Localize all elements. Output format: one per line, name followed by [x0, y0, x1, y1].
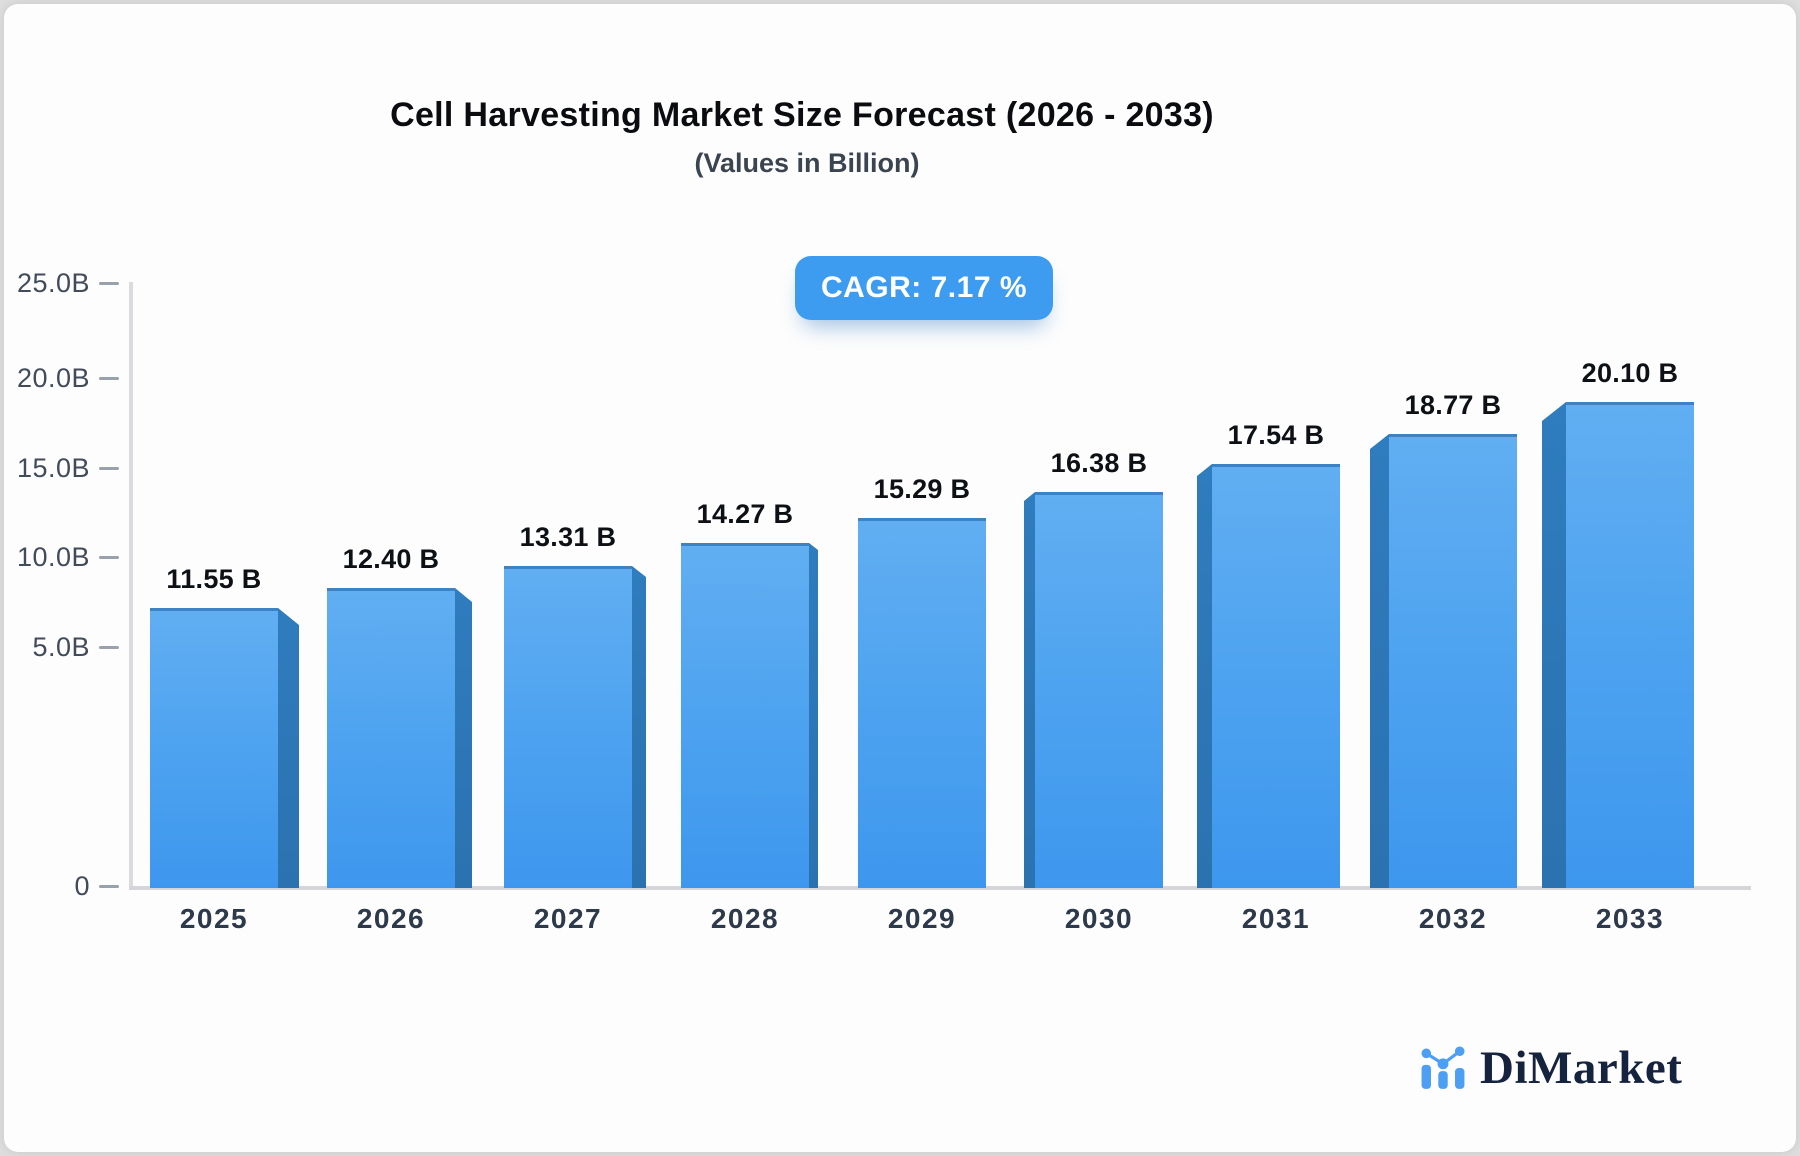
y-tick [99, 885, 119, 888]
bar-2031 [1212, 464, 1340, 888]
bar-side-2028 [809, 543, 818, 888]
bar-2027 [504, 566, 632, 888]
bar-side-2026 [455, 588, 472, 888]
bar-side-2033 [1542, 402, 1566, 888]
y-tick [99, 282, 119, 285]
bar-side-2025 [278, 608, 299, 888]
bar-side-2027 [632, 566, 646, 888]
mini-bar-chart-icon [1421, 1046, 1465, 1089]
x-tick-label-2026: 2026 [356, 903, 426, 934]
bar-2029 [858, 518, 986, 888]
dimarket-logo-text: DiMarket [1480, 1042, 1683, 1094]
value-label-2030: 16.38 B [1050, 448, 1148, 478]
bar-2033 [1566, 402, 1694, 888]
y-tick-label: 20.0B [16, 363, 90, 393]
y-tick-label: 10.0B [16, 542, 90, 572]
y-tick-label: 25.0B [16, 268, 90, 298]
value-label-2031: 17.54 B [1227, 420, 1325, 450]
x-tick-label-2033: 2033 [1595, 903, 1665, 934]
y-tick-label: 15.0B [16, 453, 90, 483]
bar-side-2031 [1197, 464, 1212, 888]
dimarket-logo: DiMarket [1420, 1042, 1682, 1094]
y-axis-line [129, 282, 133, 889]
y-tick [99, 556, 119, 559]
x-tick-label-2030: 2030 [1064, 903, 1134, 934]
y-tick [99, 377, 119, 380]
value-label-2027: 13.31 B [519, 522, 617, 552]
bar-side-2030 [1024, 492, 1035, 888]
y-tick-label: 0 [74, 871, 90, 901]
value-label-2025: 11.55 B [166, 564, 262, 594]
value-label-2032: 18.77 B [1404, 390, 1502, 420]
y-tick [99, 646, 119, 649]
x-tick-label-2029: 2029 [887, 903, 957, 934]
bar-2028 [681, 543, 809, 888]
x-tick-label-2028: 2028 [710, 903, 780, 934]
chart-title: Cell Harvesting Market Size Forecast (20… [390, 96, 1214, 134]
x-tick-label-2032: 2032 [1418, 903, 1488, 934]
chart-subtitle: (Values in Billion) [694, 148, 920, 178]
bar-2026 [327, 588, 455, 888]
y-tick-label: 5.0B [32, 632, 90, 662]
x-tick-label-2031: 2031 [1241, 903, 1311, 934]
value-label-2028: 14.27 B [696, 499, 794, 529]
value-label-2026: 12.40 B [342, 544, 440, 574]
x-tick-label-2027: 2027 [533, 903, 603, 934]
value-label-2033: 20.10 B [1581, 358, 1679, 388]
x-axis-line [129, 886, 1751, 890]
bar-2030 [1035, 492, 1163, 888]
bar-2032 [1389, 434, 1517, 888]
bar-2025 [150, 608, 278, 888]
x-tick-label-2025: 2025 [179, 903, 249, 934]
value-label-2029: 15.29 B [873, 474, 971, 504]
bar-side-2032 [1370, 434, 1389, 888]
y-tick [99, 467, 119, 470]
cagr-badge: CAGR: 7.17 % [795, 256, 1053, 320]
